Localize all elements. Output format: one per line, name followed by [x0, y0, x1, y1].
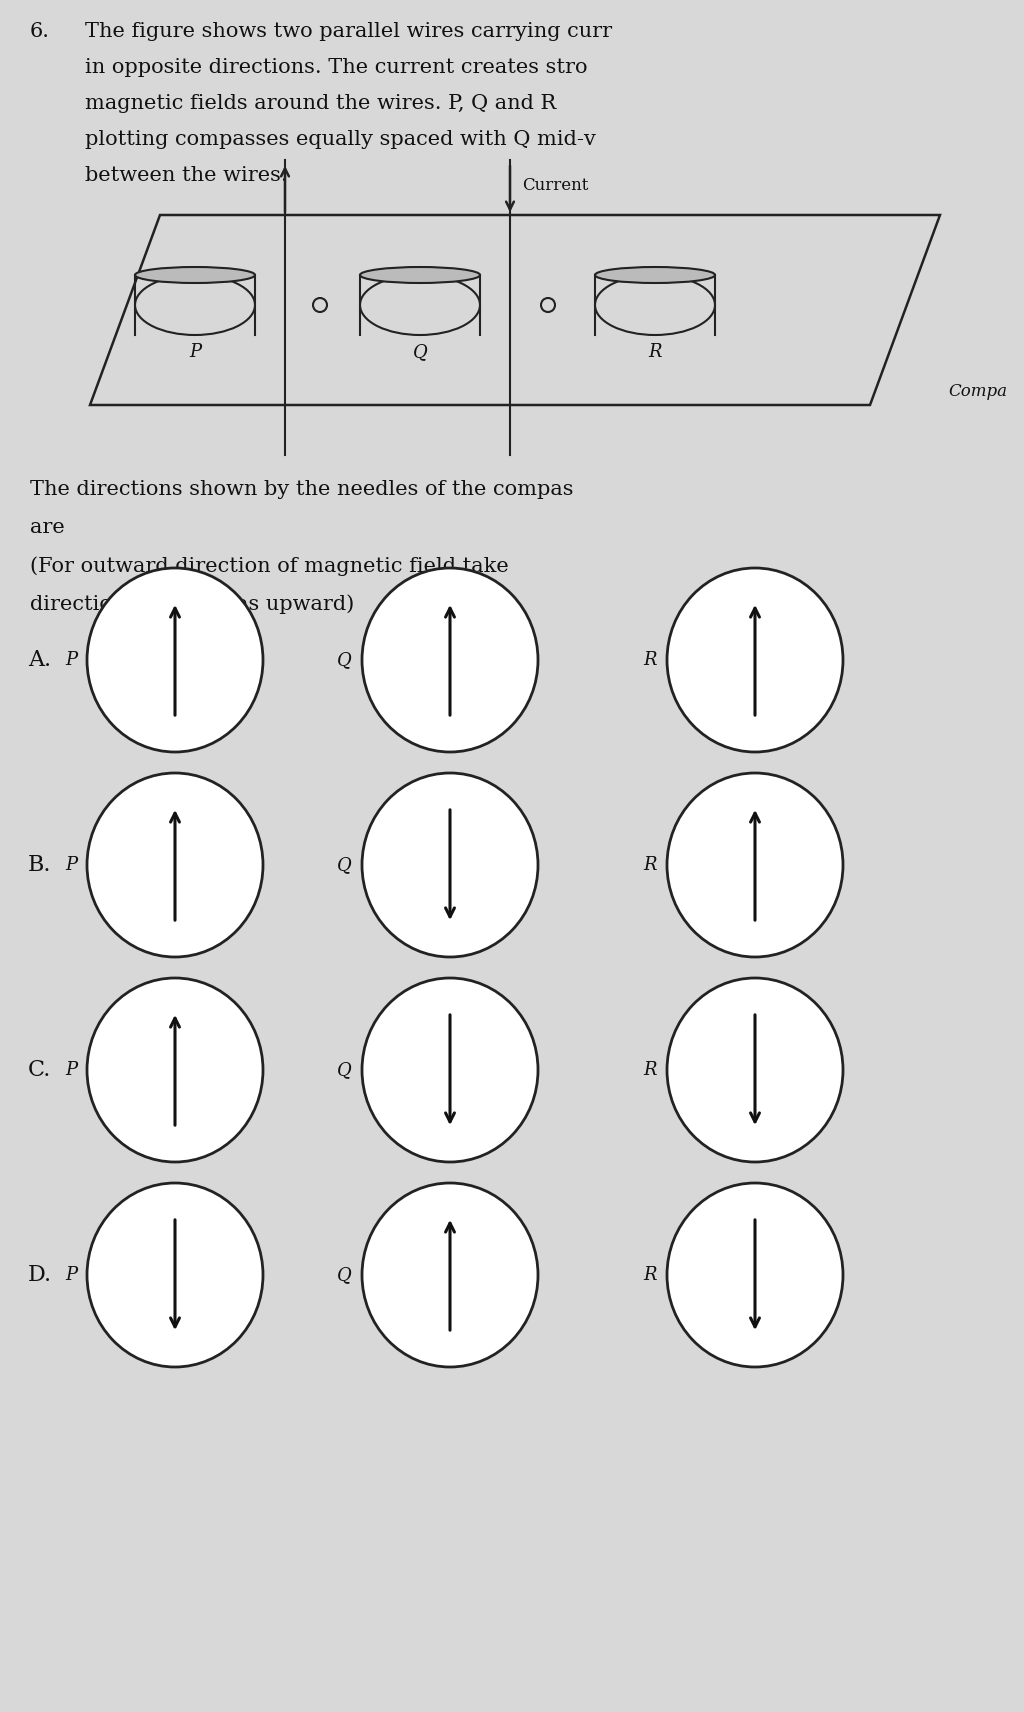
Ellipse shape	[667, 568, 843, 752]
Text: R: R	[643, 1061, 657, 1079]
Ellipse shape	[87, 1183, 263, 1366]
Text: A.: A.	[28, 649, 51, 671]
Ellipse shape	[135, 276, 255, 336]
Text: between the wires.: between the wires.	[85, 166, 288, 185]
Text: R: R	[643, 856, 657, 875]
Ellipse shape	[135, 267, 255, 282]
Text: Q: Q	[337, 1265, 352, 1284]
Text: plotting compasses equally spaced with Q mid-v: plotting compasses equally spaced with Q…	[85, 130, 596, 149]
Circle shape	[313, 298, 327, 312]
Ellipse shape	[362, 568, 538, 752]
Text: P: P	[65, 651, 77, 669]
Text: in opposite directions. The current creates stro: in opposite directions. The current crea…	[85, 58, 588, 77]
Ellipse shape	[667, 1183, 843, 1366]
Ellipse shape	[667, 978, 843, 1162]
Text: R: R	[643, 1265, 657, 1284]
Text: R: R	[648, 342, 662, 361]
Text: P: P	[65, 1265, 77, 1284]
Text: Current: Current	[522, 176, 589, 193]
Ellipse shape	[595, 276, 715, 336]
Ellipse shape	[360, 276, 480, 336]
Text: magnetic fields around the wires. P, Q and R: magnetic fields around the wires. P, Q a…	[85, 94, 556, 113]
Ellipse shape	[87, 978, 263, 1162]
Text: (For outward direction of magnetic field take: (For outward direction of magnetic field…	[30, 556, 509, 575]
Text: are: are	[30, 519, 65, 538]
Text: Q: Q	[337, 856, 352, 875]
Ellipse shape	[667, 774, 843, 957]
Text: The figure shows two parallel wires carrying curr: The figure shows two parallel wires carr…	[85, 22, 612, 41]
Text: P: P	[65, 856, 77, 875]
Text: C.: C.	[28, 1060, 51, 1080]
Ellipse shape	[362, 978, 538, 1162]
Text: direction of needle as upward): direction of needle as upward)	[30, 594, 354, 613]
Text: P: P	[65, 1061, 77, 1079]
Text: 6.: 6.	[30, 22, 50, 41]
Text: Q: Q	[337, 1061, 352, 1079]
Text: Q: Q	[337, 651, 352, 669]
Ellipse shape	[360, 267, 480, 282]
Text: Compa: Compa	[948, 383, 1007, 401]
Text: B.: B.	[28, 854, 51, 877]
Ellipse shape	[87, 774, 263, 957]
Ellipse shape	[362, 1183, 538, 1366]
Circle shape	[541, 298, 555, 312]
Text: The directions shown by the needles of the compas: The directions shown by the needles of t…	[30, 479, 573, 498]
Text: Q: Q	[413, 342, 427, 361]
Text: R: R	[643, 651, 657, 669]
Ellipse shape	[87, 568, 263, 752]
Ellipse shape	[362, 774, 538, 957]
Ellipse shape	[595, 267, 715, 282]
Text: D.: D.	[28, 1263, 52, 1286]
Text: P: P	[189, 342, 201, 361]
